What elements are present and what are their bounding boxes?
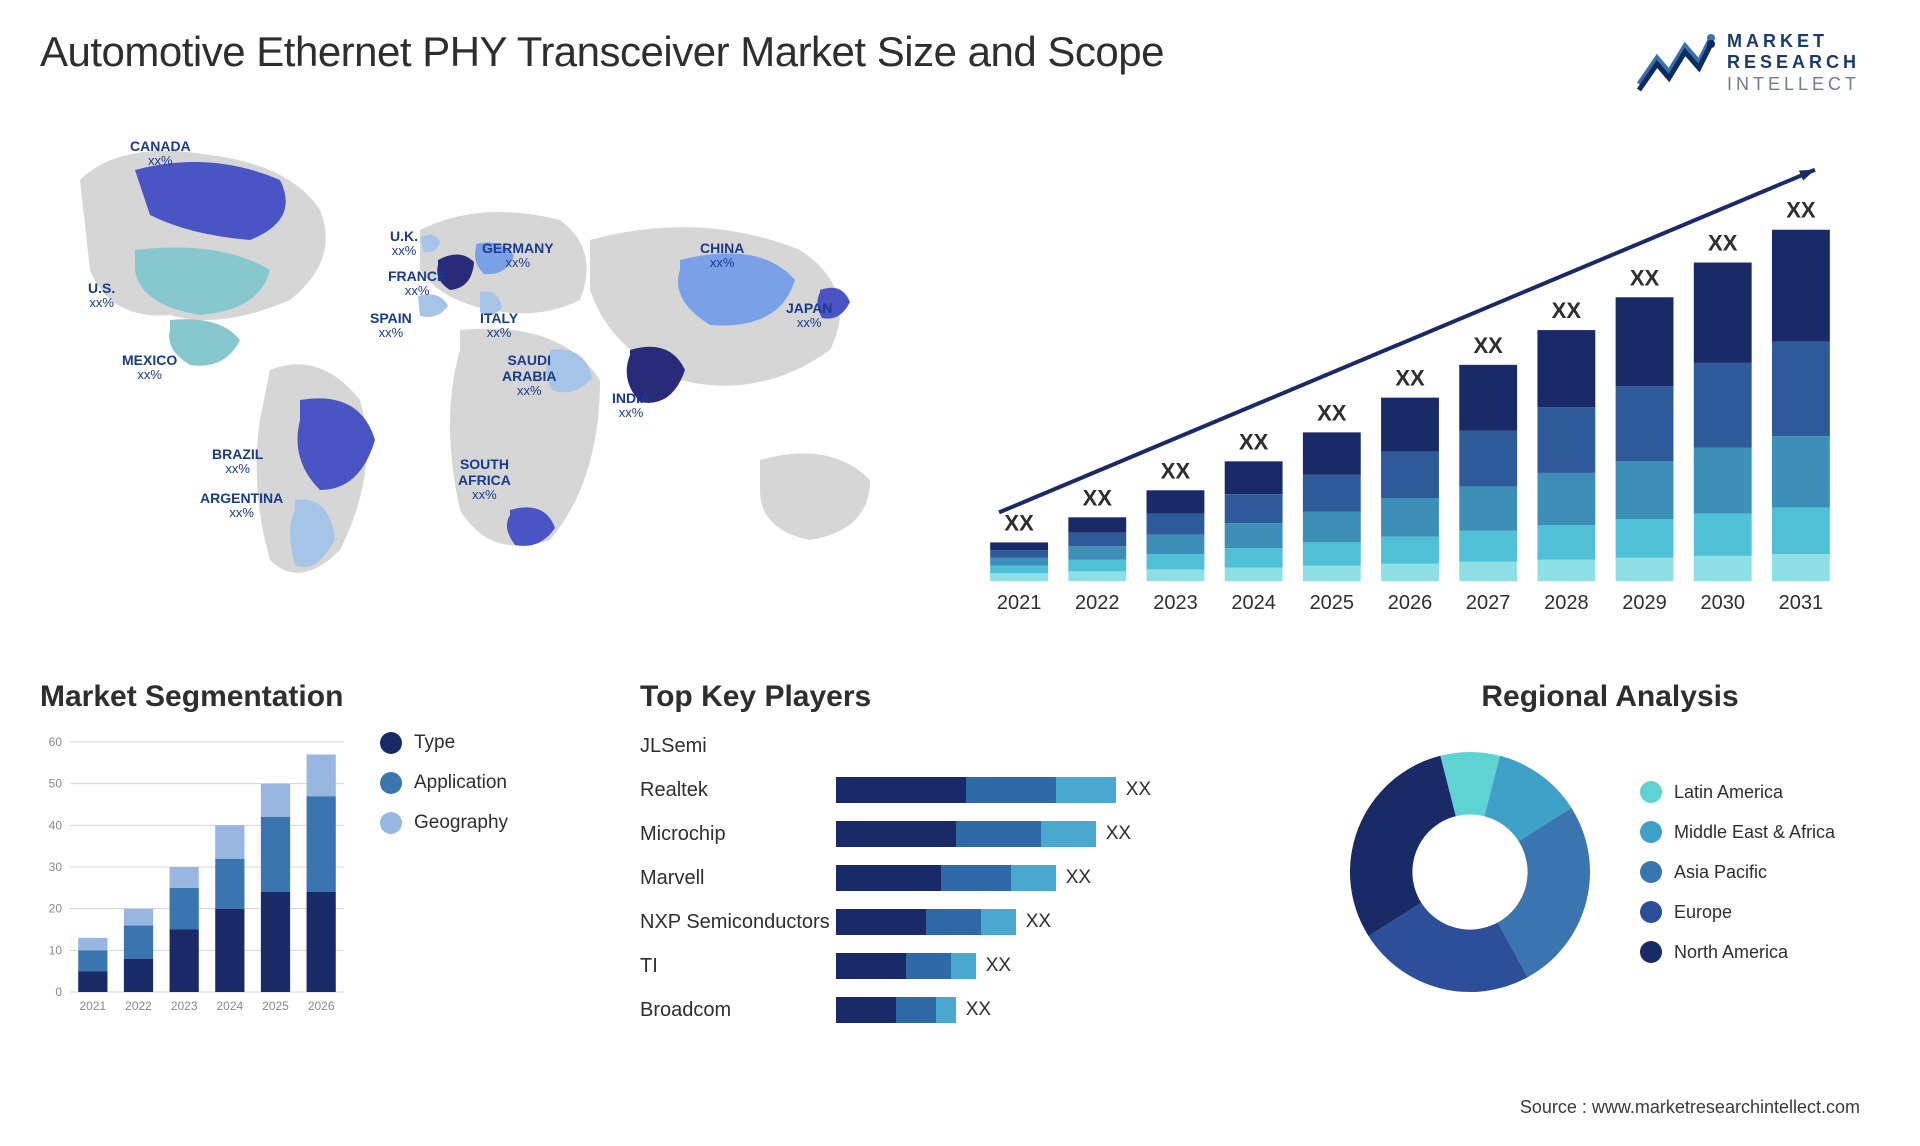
map-label: SAUDIARABIAxx% [502,352,556,399]
players-labels: JLSemi Realtek Microchip Marvell NXP Semicon… [640,732,836,1024]
svg-text:20: 20 [49,902,63,916]
legend-item: Europe [1640,901,1835,923]
svg-text:2023: 2023 [1153,592,1198,614]
player-row: XX [836,996,1280,1024]
segmentation-chart: 0 10 20 30 40 50 60 2021 2022 2023 2024 2025 2026 [40,732,350,1022]
svg-text:XX: XX [1630,265,1660,290]
svg-text:2021: 2021 [997,592,1042,614]
player-label: TI [640,952,658,980]
map-label: U.S.xx% [88,280,115,311]
svg-text:2031: 2031 [1779,592,1824,614]
segmentation-section: Market Segmentation 0 10 20 30 40 50 60 2021 202… [40,680,600,1022]
legend-item: Geography [380,812,508,834]
segmentation-legend: Type Application Geography [380,732,508,834]
player-label: Broadcom [640,996,731,1024]
svg-text:2026: 2026 [1388,592,1433,614]
map-label: CHINAxx% [700,240,744,271]
player-row: XX [836,864,1280,892]
player-label: Microchip [640,820,726,848]
svg-text:2030: 2030 [1700,592,1745,614]
market-size-chart: XX 2021 XX 2022 XX 2023 XX 2024 XX 2025 XX 2026 XX 20… [960,135,1860,625]
legend-item: Type [380,732,508,754]
svg-text:XX: XX [1161,458,1191,483]
map-label: ARGENTINAxx% [200,490,283,521]
player-label: JLSemi [640,732,707,760]
brand-logo: MARKET RESEARCH INTELLECT [1635,28,1860,98]
svg-text:2027: 2027 [1466,592,1511,614]
player-row: XX [836,952,1280,980]
svg-text:XX: XX [1395,366,1425,391]
map-label: MEXICOxx% [122,352,177,383]
player-label: Marvell [640,864,704,892]
source-label: Source : www.marketresearchintellect.com [1520,1097,1860,1118]
player-row [836,732,1280,760]
regional-legend: Latin America Middle East & Africa Asia Pa… [1640,781,1835,963]
svg-text:XX: XX [1552,298,1582,323]
svg-text:XX: XX [1317,400,1347,425]
svg-text:50: 50 [49,777,63,791]
svg-text:XX: XX [1083,485,1113,510]
legend-item: Application [380,772,508,794]
logo-line1: MARKET [1727,31,1860,53]
legend-item: Asia Pacific [1640,861,1835,883]
svg-text:2023: 2023 [171,999,198,1013]
world-map: CANADAxx% U.S.xx% MEXICOxx% BRAZILxx% ARGENT… [40,120,910,620]
regional-donut [1330,732,1610,1012]
svg-text:2024: 2024 [1231,592,1276,614]
map-label: GERMANYxx% [482,240,554,271]
svg-text:2029: 2029 [1622,592,1667,614]
svg-text:2028: 2028 [1544,592,1589,614]
map-label: BRAZILxx% [212,446,263,477]
logo-mark-icon [1635,28,1715,98]
svg-text:2021: 2021 [79,999,106,1013]
player-label: NXP Semiconductors [640,908,830,936]
svg-text:2025: 2025 [1310,592,1355,614]
svg-text:30: 30 [49,860,63,874]
country-mexico [169,319,240,366]
market-size-chart-svg: XX 2021 XX 2022 XX 2023 XX 2024 XX 2025 XX 2026 XX 20… [960,135,1860,625]
svg-text:2022: 2022 [1075,592,1120,614]
logo-line2: RESEARCH [1727,52,1860,74]
player-label: Realtek [640,776,708,804]
player-row: XX [836,820,1280,848]
svg-text:2025: 2025 [262,999,289,1013]
players-bars: XX XX XX XX XX XX [836,732,1280,1024]
svg-text:XX: XX [1474,333,1504,358]
map-label: U.K.xx% [390,228,418,259]
regional-title: Regional Analysis [1330,680,1890,714]
svg-text:2022: 2022 [125,999,152,1013]
player-row: XX [836,776,1280,804]
map-label: JAPANxx% [786,300,832,331]
segmentation-title: Market Segmentation [40,680,600,714]
svg-text:XX: XX [1786,198,1816,223]
svg-text:2024: 2024 [216,999,243,1013]
map-label: SPAINxx% [370,310,412,341]
map-label: FRANCExx% [388,268,446,299]
svg-text:2026: 2026 [308,999,335,1013]
map-label: ITALYxx% [480,310,518,341]
svg-text:XX: XX [1708,231,1738,256]
players-title: Top Key Players [640,680,1280,714]
svg-text:XX: XX [1004,510,1034,535]
players-section: Top Key Players JLSemi Realtek Microchip Ma… [640,680,1280,1024]
legend-item: Middle East & Africa [1640,821,1835,843]
logo-line3: INTELLECT [1727,74,1860,96]
svg-text:10: 10 [49,943,63,957]
map-label: SOUTHAFRICAxx% [458,456,511,503]
svg-text:60: 60 [49,735,63,749]
svg-text:XX: XX [1239,429,1269,454]
regional-section: Regional Analysis Latin America Middle Ea… [1330,680,1890,1012]
page-title: Automotive Ethernet PHY Transceiver Mark… [40,28,1164,76]
legend-item: Latin America [1640,781,1835,803]
player-row: XX [836,908,1280,936]
legend-item: North America [1640,941,1835,963]
map-label: CANADAxx% [130,138,191,169]
map-label: INDIAxx% [612,390,650,421]
svg-text:0: 0 [55,985,62,999]
svg-text:40: 40 [49,818,63,832]
